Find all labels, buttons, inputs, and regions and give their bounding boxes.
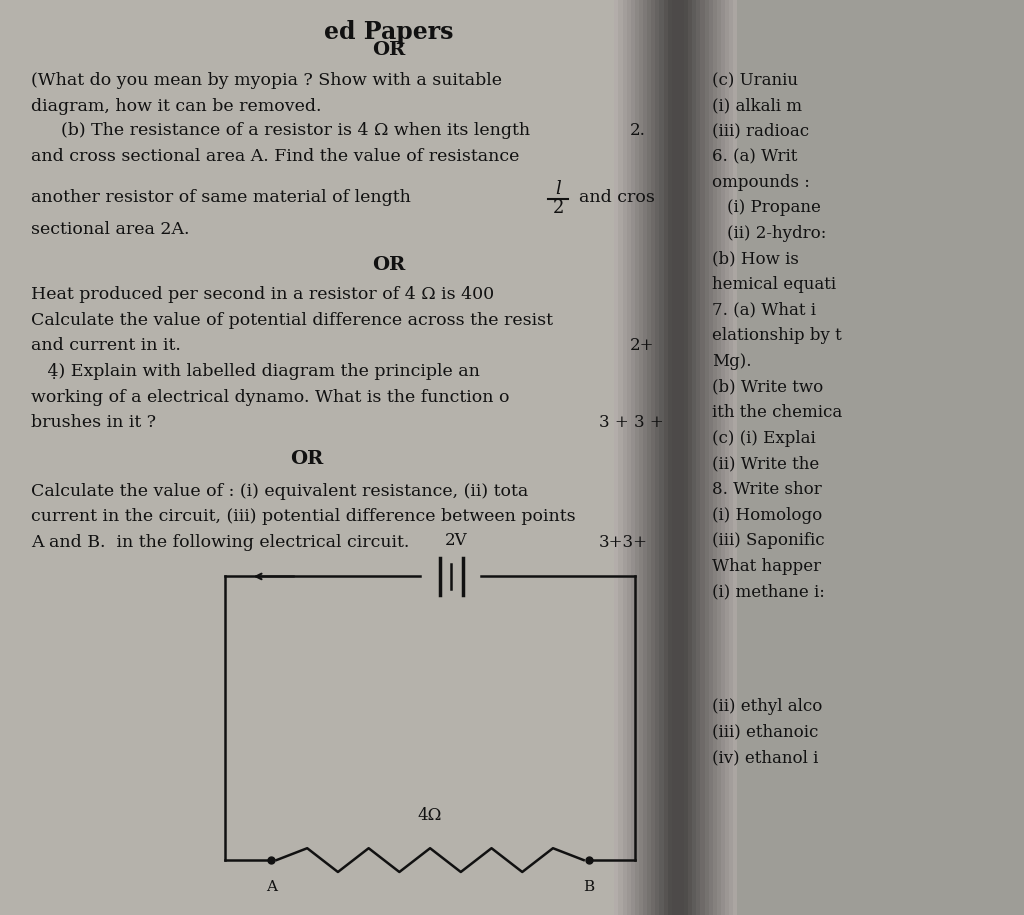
Text: (i) alkali m: (i) alkali m (712, 98, 802, 114)
Text: (iii) ethanoic: (iii) ethanoic (712, 724, 818, 740)
Text: current in the circuit, (iii) potential difference between points: current in the circuit, (iii) potential … (31, 509, 575, 525)
Bar (709, 0, 713, 915)
Text: OR: OR (373, 41, 406, 59)
Text: (What do you mean by myopia ? Show with a suitable: (What do you mean by myopia ? Show with … (31, 72, 502, 89)
Text: (i) methane i:: (i) methane i: (712, 584, 824, 600)
Text: diagram, how it can be removed.: diagram, how it can be removed. (31, 98, 322, 114)
Text: A: A (266, 880, 276, 894)
Text: hemical equati: hemical equati (712, 276, 836, 293)
Text: 8. Write shor: 8. Write shor (712, 481, 821, 498)
Bar (627, 0, 631, 915)
Text: Mg).: Mg). (712, 353, 752, 370)
Bar (725, 0, 729, 915)
Text: and cros: and cros (579, 189, 654, 206)
Bar (672, 0, 676, 915)
Bar (684, 0, 688, 915)
Bar (696, 0, 700, 915)
Bar (635, 0, 639, 915)
Bar (680, 0, 684, 915)
Text: 3 + 3 +: 3 + 3 + (599, 414, 664, 431)
Text: Heat produced per second in a resistor of 4 Ω is 400: Heat produced per second in a resistor o… (31, 286, 494, 303)
Bar (717, 0, 721, 915)
Text: 2+: 2+ (630, 338, 654, 354)
Text: What happer: What happer (712, 558, 821, 575)
Bar (721, 0, 725, 915)
Bar (668, 0, 672, 915)
Bar (659, 0, 664, 915)
Text: OR: OR (373, 256, 406, 274)
Text: (b) How is: (b) How is (712, 251, 799, 267)
Text: (iv) ethanol i: (iv) ethanol i (712, 749, 818, 766)
Text: 4Ω: 4Ω (418, 806, 442, 824)
Bar (664, 0, 668, 915)
Text: (b) Write two: (b) Write two (712, 379, 823, 395)
Text: and cross sectional area A. Find the value of resistance: and cross sectional area A. Find the val… (31, 148, 519, 165)
Text: 2: 2 (552, 199, 564, 217)
Text: (ii) Write the: (ii) Write the (712, 456, 819, 472)
Bar (688, 0, 692, 915)
Text: another resistor of same material of length: another resistor of same material of len… (31, 189, 411, 206)
Text: (iii) Saponific: (iii) Saponific (712, 533, 824, 549)
Text: Calculate the value of potential difference across the resist: Calculate the value of potential differe… (31, 312, 553, 328)
Text: (iii) radioac: (iii) radioac (712, 123, 809, 139)
Text: elationship by t: elationship by t (712, 328, 842, 344)
Text: (c) (i) Explai: (c) (i) Explai (712, 430, 815, 447)
Text: (i) Propane: (i) Propane (727, 199, 821, 216)
Text: B: B (584, 880, 594, 894)
Text: sectional area 2A.: sectional area 2A. (31, 221, 189, 238)
Bar (643, 0, 647, 915)
Bar (733, 0, 737, 915)
Text: (b) The resistance of a resistor is 4 Ω when its length: (b) The resistance of a resistor is 4 Ω … (61, 123, 530, 139)
Bar (676, 0, 1024, 915)
Bar (651, 0, 655, 915)
Text: (ii) 2-hydro:: (ii) 2-hydro: (727, 225, 826, 242)
Text: 2V: 2V (444, 532, 467, 549)
Text: ed Papers: ed Papers (325, 20, 454, 44)
Text: 7. (a) What i: 7. (a) What i (712, 302, 816, 318)
Bar (639, 0, 643, 915)
Bar (623, 0, 627, 915)
Text: l: l (555, 180, 561, 199)
Bar (0, 0, 676, 915)
Text: ith the chemica: ith the chemica (712, 404, 842, 421)
Text: brushes in it ?: brushes in it ? (31, 414, 156, 431)
Bar (692, 0, 696, 915)
Text: OR: OR (291, 450, 324, 468)
Text: 4̣) Explain with labelled diagram the principle an: 4̣) Explain with labelled diagram the pr… (31, 363, 479, 380)
Bar (655, 0, 659, 915)
Text: (c) Uraniu: (c) Uraniu (712, 72, 798, 89)
Text: and current in it.: and current in it. (31, 338, 180, 354)
Bar (713, 0, 717, 915)
Text: (ii) ethyl alco: (ii) ethyl alco (712, 698, 822, 715)
Text: ompounds :: ompounds : (712, 174, 810, 190)
Bar (705, 0, 709, 915)
Text: working of a electrical dynamo. What is the function o: working of a electrical dynamo. What is … (31, 389, 509, 405)
Text: (i) Homologo: (i) Homologo (712, 507, 822, 523)
Text: A and B.  in the following electrical circuit.: A and B. in the following electrical cir… (31, 534, 410, 551)
Bar (729, 0, 733, 915)
Text: 3+3+: 3+3+ (599, 534, 648, 551)
Text: 6. (a) Writ: 6. (a) Writ (712, 148, 797, 165)
Bar (614, 0, 618, 915)
Bar (676, 0, 680, 915)
Text: Calculate the value of : (i) equivalent resistance, (ii) tota: Calculate the value of : (i) equivalent … (31, 483, 528, 500)
Bar (618, 0, 623, 915)
Bar (647, 0, 651, 915)
Bar (700, 0, 705, 915)
Text: 2.: 2. (630, 123, 646, 139)
Bar (631, 0, 635, 915)
